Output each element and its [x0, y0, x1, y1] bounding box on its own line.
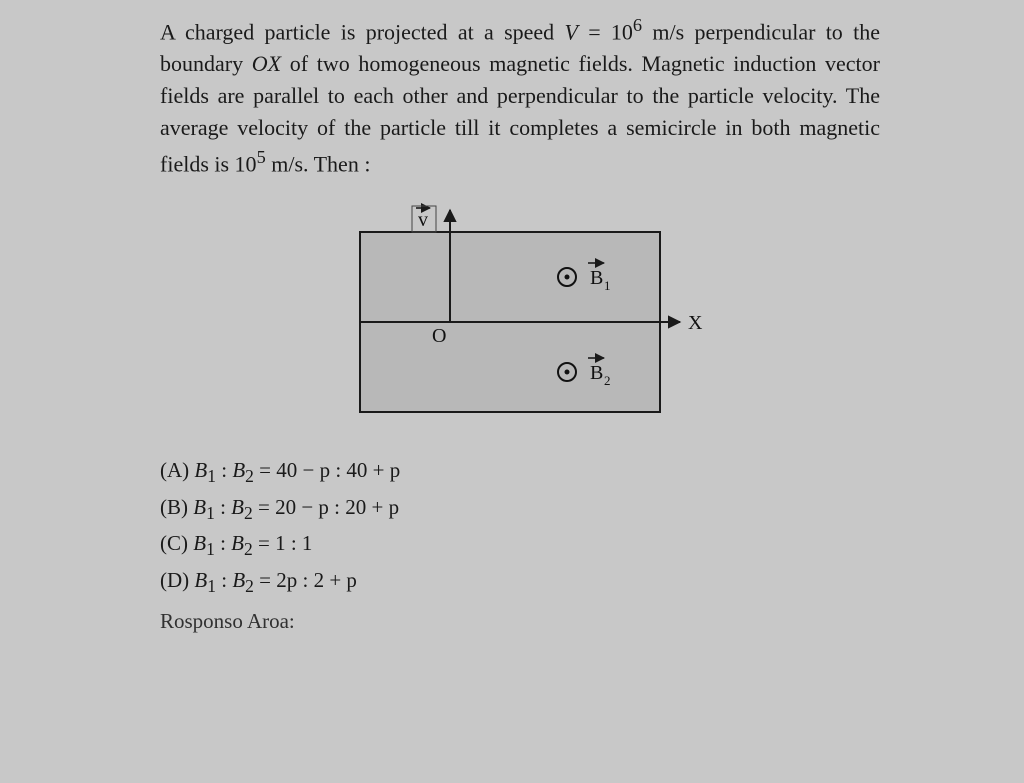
svg-text:B: B: [590, 267, 603, 289]
option-C-letter: (C): [160, 531, 188, 555]
svg-text:1: 1: [604, 278, 611, 293]
option-B-text: B1 : B2 = 20 − p : 20 + p: [193, 495, 399, 519]
response-area-label: Rosponso Aroa:: [160, 609, 880, 634]
option-D: (D) B1 : B2 = 2p : 2 + p: [160, 565, 880, 600]
option-A-text: B1 : B2 = 40 − p : 40 + p: [194, 458, 400, 482]
option-C-text: B1 : B2 = 1 : 1: [193, 531, 312, 555]
svg-text:X: X: [688, 312, 703, 334]
option-C: (C) B1 : B2 = 1 : 1: [160, 528, 880, 563]
svg-text:O: O: [432, 325, 446, 347]
option-B-letter: (B): [160, 495, 188, 519]
svg-text:v: v: [418, 209, 428, 231]
svg-text:2: 2: [604, 373, 611, 388]
svg-text:B: B: [590, 362, 603, 384]
option-D-letter: (D): [160, 568, 189, 592]
option-A: (A) B1 : B2 = 40 − p : 40 + p: [160, 455, 880, 490]
option-D-text: B1 : B2 = 2p : 2 + p: [194, 568, 357, 592]
physics-diagram: vXOB1B2: [305, 202, 735, 437]
options-block: (A) B1 : B2 = 40 − p : 40 + p (B) B1 : B…: [160, 455, 880, 599]
option-A-letter: (A): [160, 458, 189, 482]
question-text: A charged particle is projected at a spe…: [160, 12, 880, 180]
option-B: (B) B1 : B2 = 20 − p : 20 + p: [160, 492, 880, 527]
